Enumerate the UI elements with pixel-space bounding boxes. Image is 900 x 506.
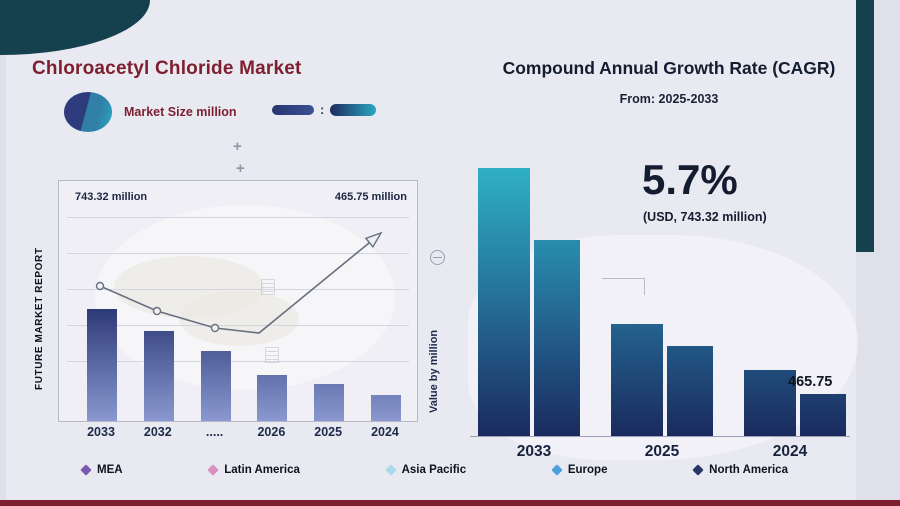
trend-arrow-line [95,231,383,334]
left-chart-panel: 743.32 million 465.75 million [58,180,418,422]
left-bar-slot [365,395,407,421]
left-x-label: 2025 [314,425,343,439]
plus-icon: + [233,138,242,155]
plus-icon: + [236,160,245,177]
legend-marker-icon [692,464,704,476]
legend-label: Europe [567,464,608,476]
left-x-label: 2026 [257,425,286,439]
gridlines [67,217,409,367]
legend-pills: : [272,102,377,117]
right-chart-bar-secondary-2024 [800,394,846,436]
legend-item-north-america: North America [692,464,788,476]
left-bar-slot [195,351,237,421]
pill-separator: : [320,102,325,117]
right-bar-group-2033 [478,168,580,436]
cagr-value: 5.7% [642,156,738,203]
market-size-label: Market Size million [124,105,237,119]
pill-icon-teal [330,103,377,116]
right-x-label: 2033 [516,443,552,460]
right-chart-axis [470,435,850,437]
left-chart-bar-2026 [257,375,288,421]
circle-minus-icon [430,250,445,265]
right-x-labels: 2033 2025 2024 [478,443,846,461]
data-value-label: 465.75 [788,374,833,390]
left-chart-bar-..... [200,351,231,421]
page-title: Chloroacetyl Chloride Market [32,58,302,79]
legend-item-mea: MEA [80,464,123,476]
right-chart-bar-primary-2024 [744,370,796,436]
left-x-label: 2024 [371,425,399,439]
market-size-legend: Market Size million [64,92,237,132]
legend-item-asia-pacific: Asia Pacific [384,464,467,476]
left-chart-bar-2033 [87,309,117,421]
right-x-label: 2024 [772,443,808,460]
legend-marker-icon [384,464,397,476]
left-x-label: 2033 [87,425,115,439]
corner-accent-shape [0,0,150,55]
right-bar-group-2025 [611,324,713,436]
right-bar-group-2024 [744,370,846,436]
legend-marker-icon [207,464,219,476]
right-chart-bar-secondary-2033 [534,240,580,436]
region-legend: MEA Latin America Asia Pacific Europe North … [80,464,788,476]
right-chart-bar-primary-2033 [478,168,530,436]
pill-icon-navy [272,104,314,115]
legend-label: MEA [97,464,123,476]
left-x-label: 2032 [143,425,172,439]
pie-chart-icon [64,92,112,132]
right-chart-ylabel: Value by million [428,329,440,413]
bottom-accent-strip [0,500,900,506]
page-watermark-icon [265,347,279,363]
right-chart-bar-secondary-2025 [667,346,713,436]
right-chart-bar-primary-2025 [611,324,663,436]
left-chart-bar-2024 [370,395,401,421]
watermark-side-label: FUTURE MARKET REPORT [34,247,45,391]
left-bar-slot [251,375,293,421]
left-chart-bars [59,209,417,421]
page-watermark-icon [261,279,275,295]
left-bar-slot [138,331,180,421]
step-line-decor [602,278,645,295]
left-x-labels: 2033 2032..... 2026 2025 2024 [58,425,416,439]
left-x-label: ..... [205,425,224,439]
cagr-subtitle: From: 2025-2033 [619,92,719,106]
legend-item-latin-america: Latin America [207,464,300,476]
legend-item-europe: Europe [551,464,608,476]
legend-label: Latin America [224,464,300,476]
left-edge-band [0,0,6,506]
legend-marker-icon [551,464,563,476]
min-value-label: 465.75 million [334,191,407,203]
right-accent-strip [856,0,874,252]
left-chart-bar-2025 [314,384,345,421]
legend-marker-icon [80,464,92,476]
cagr-caption: (USD, 743.32 million) [643,210,767,224]
legend-label: Asia Pacific [401,464,467,476]
left-chart-bar-2032 [143,331,174,421]
max-value-label: 743.32 million [75,191,148,203]
left-bar-slot [308,384,350,421]
right-chart-bars [478,164,846,436]
legend-label: North America [709,464,788,476]
cagr-title: Compound Annual Growth Rate (CAGR) [502,58,836,78]
left-bar-slot [81,309,123,421]
right-x-label: 2025 [644,443,680,460]
